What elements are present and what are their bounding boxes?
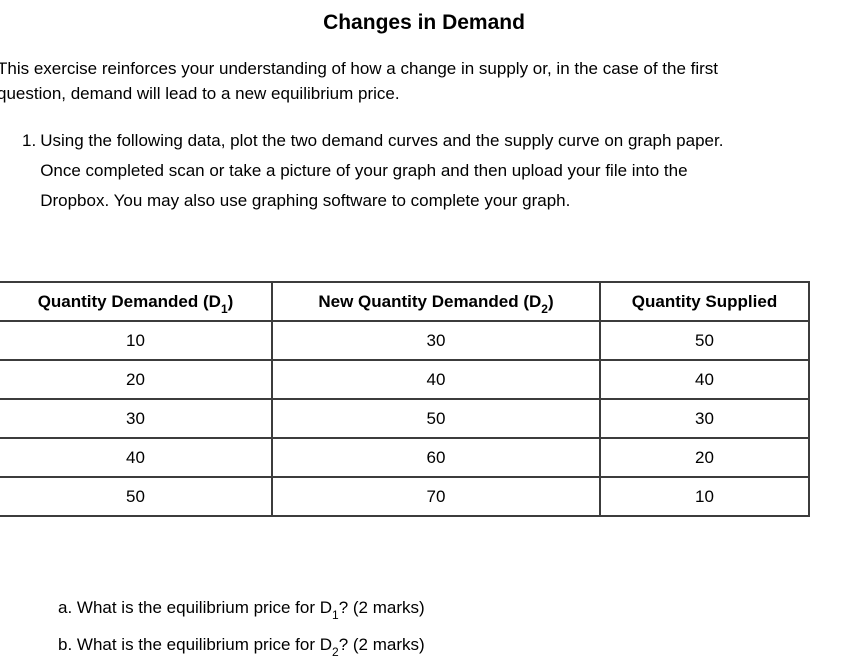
intro-paragraph: This exercise reinforces your understand… (0, 56, 718, 106)
table-cell: 40 (271, 359, 601, 400)
question-suffix: ? (2 marks) (338, 598, 425, 617)
question-b: b. What is the equilibrium price for D2?… (58, 633, 425, 660)
question-text: a. What is the equilibrium price for D (58, 598, 332, 617)
table-cell: 50 (0, 476, 273, 517)
question-text: b. What is the equilibrium price for D (58, 635, 332, 654)
instruction-line-1: Using the following data, plot the two d… (40, 131, 724, 150)
header-text: Quantity Supplied (631, 291, 778, 311)
question-suffix: ? (2 marks) (338, 635, 425, 654)
table-cell: 20 (0, 359, 273, 400)
table-cell: 50 (271, 398, 601, 439)
header-text: Quantity Demanded (D (37, 291, 221, 311)
subscript: 2 (541, 301, 548, 316)
subscript: 1 (220, 301, 228, 316)
intro-line-2: question, demand will lead to a new equi… (0, 84, 400, 103)
table-cell: 60 (271, 437, 601, 478)
instruction-line-3: Dropbox. You may also use graphing softw… (40, 191, 571, 210)
table-cell: 40 (0, 437, 273, 478)
header-suffix: ) (227, 291, 234, 311)
intro-line-1: This exercise reinforces your understand… (0, 59, 719, 78)
page-title: Changes in Demand (323, 11, 525, 34)
table-cell: 30 (0, 398, 273, 439)
demand-supply-table: Quantity Demanded (D1) New Quantity Dema… (0, 281, 810, 517)
instruction-text: Using the following data, plot the two d… (40, 126, 723, 216)
table-cell: 40 (599, 359, 810, 400)
subscript: 2 (332, 645, 339, 660)
subscript: 1 (332, 608, 339, 623)
instruction-number: 1. (22, 131, 37, 150)
table-cell: 70 (271, 476, 601, 517)
table-cell: 50 (599, 320, 810, 361)
instruction-line-2: Once completed scan or take a picture of… (40, 161, 688, 180)
table-cell: 10 (0, 320, 273, 361)
question-a: a. What is the equilibrium price for D1?… (58, 596, 425, 623)
table-cell: 30 (599, 398, 810, 439)
col-header-quantity-supplied: Quantity Supplied (599, 281, 810, 322)
table-row: 40 60 20 (0, 437, 810, 478)
table-row: 20 40 40 (0, 359, 810, 400)
table-cell: 20 (599, 437, 810, 478)
header-text: New Quantity Demanded (D (318, 291, 542, 311)
table-row: 50 70 10 (0, 476, 810, 517)
instruction-item-1: 1. Using the following data, plot the tw… (22, 126, 723, 216)
questions-section: a. What is the equilibrium price for D1?… (58, 596, 425, 665)
table-cell: 30 (271, 320, 601, 361)
table-cell: 10 (599, 476, 810, 517)
col-header-quantity-demanded-d1: Quantity Demanded (D1) (0, 281, 273, 322)
header-suffix: ) (547, 291, 554, 311)
table-header-row: Quantity Demanded (D1) New Quantity Dema… (0, 281, 810, 322)
col-header-new-quantity-demanded-d2: New Quantity Demanded (D2) (271, 281, 601, 322)
table-row: 30 50 30 (0, 398, 810, 439)
table-row: 10 30 50 (0, 320, 810, 361)
